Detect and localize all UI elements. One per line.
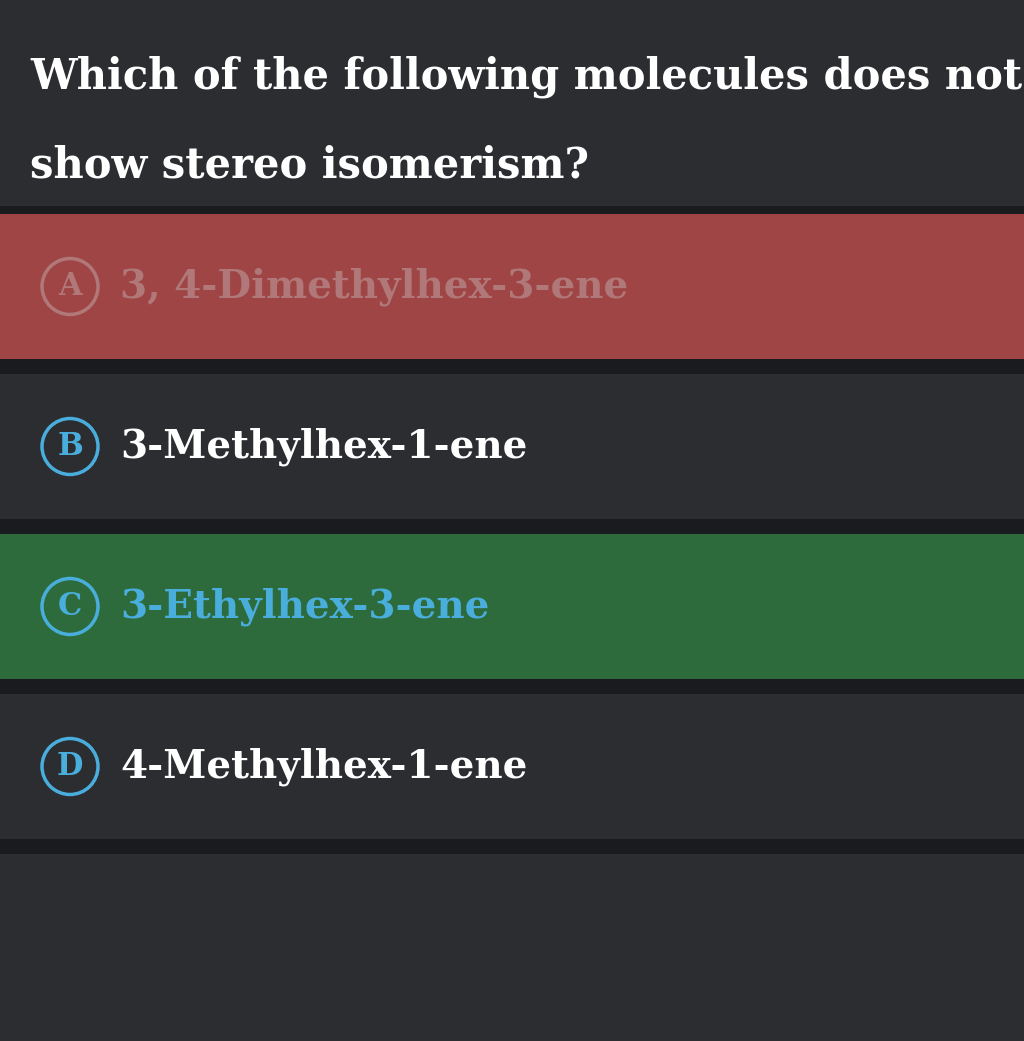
Bar (0, 206, 1024, 214)
Bar (0, 679, 1024, 694)
Text: B: B (57, 431, 83, 462)
Bar (0, 359, 1024, 374)
Bar (0, 374, 1024, 519)
Text: C: C (58, 591, 82, 623)
Text: show stereo isomerism?: show stereo isomerism? (30, 145, 589, 187)
Text: 3-Ethylhex-3-ene: 3-Ethylhex-3-ene (120, 587, 489, 626)
Text: 3, 4-Dimethylhex-3-ene: 3, 4-Dimethylhex-3-ene (120, 268, 629, 306)
Bar (0, 214, 1024, 359)
Bar (0, 519, 1024, 534)
Text: 3-Methylhex-1-ene: 3-Methylhex-1-ene (120, 427, 527, 465)
Text: A: A (58, 271, 82, 302)
Text: Which of the following molecules does not: Which of the following molecules does no… (30, 55, 1022, 98)
Bar (0, 534, 1024, 679)
Bar (0, 839, 1024, 854)
Text: D: D (56, 751, 83, 782)
Text: 4-Methylhex-1-ene: 4-Methylhex-1-ene (120, 747, 527, 786)
Bar (0, 694, 1024, 839)
